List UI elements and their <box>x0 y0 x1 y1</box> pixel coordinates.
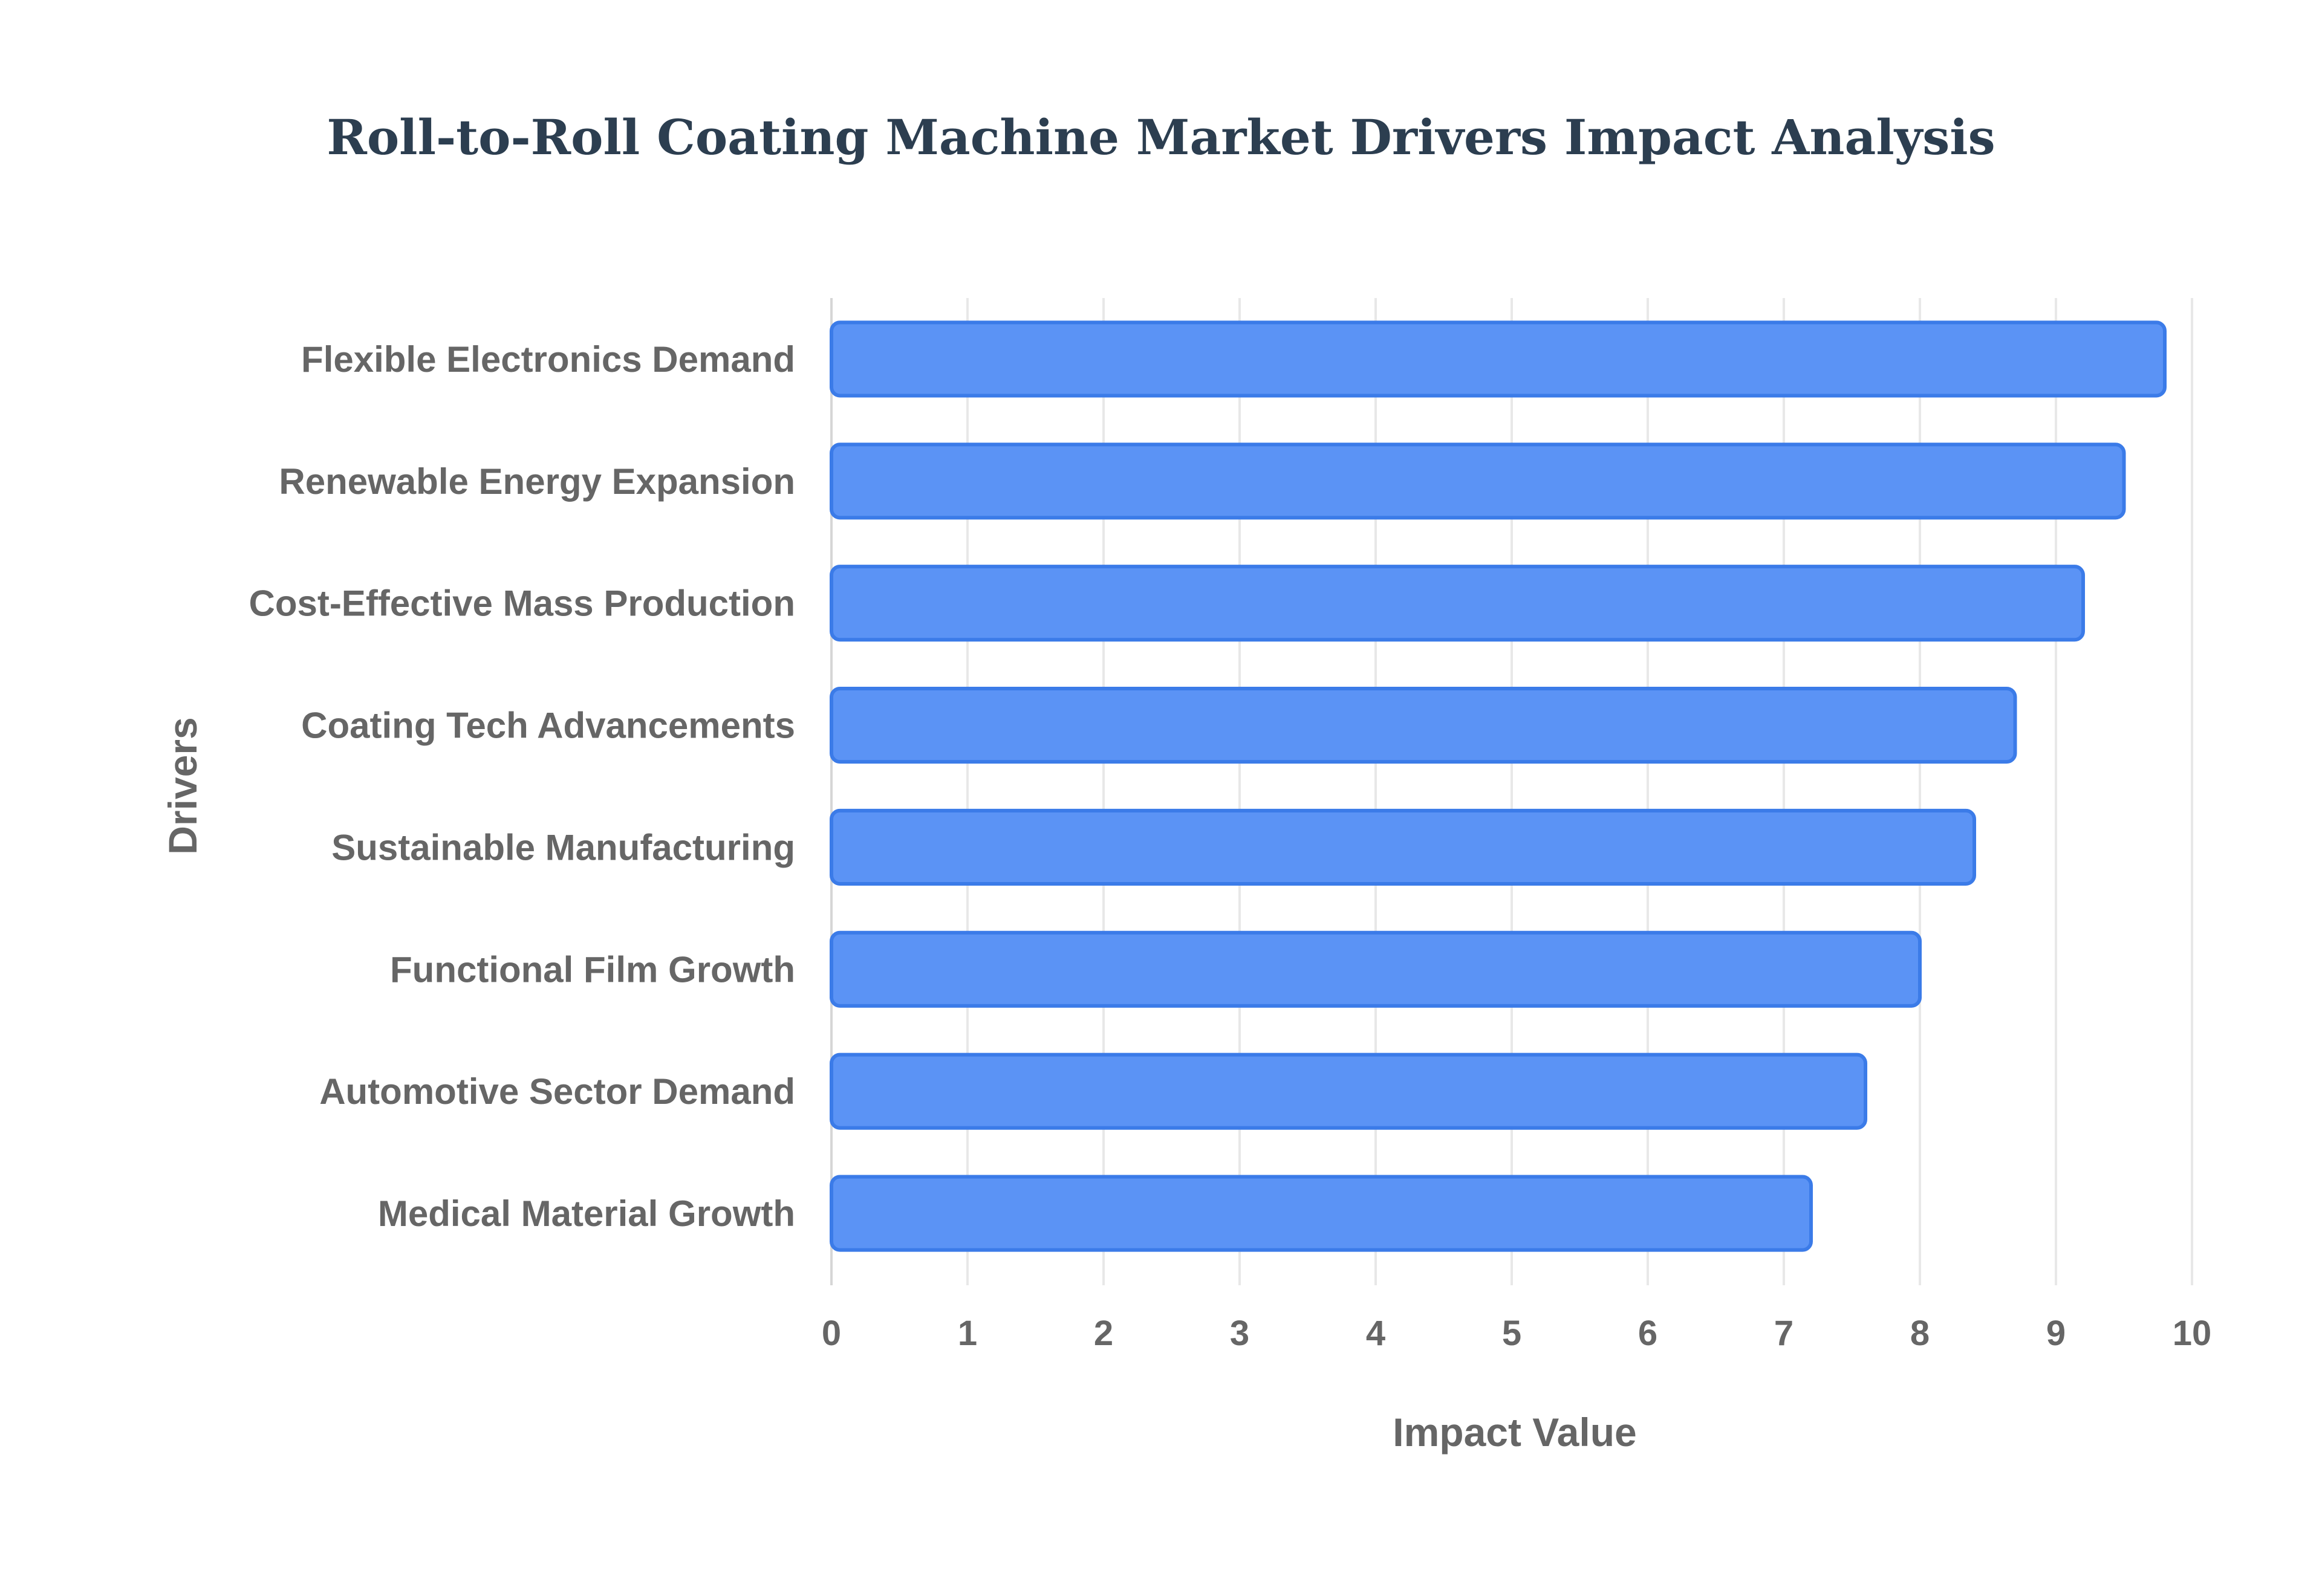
bar <box>830 808 1976 886</box>
bar <box>830 930 1922 1008</box>
y-axis-title: Drivers <box>160 717 205 855</box>
x-tick-label: 4 <box>1366 1314 1385 1353</box>
bar <box>830 565 2085 642</box>
bars <box>830 320 2167 1252</box>
x-tick-label: 0 <box>822 1314 841 1353</box>
x-tick-label: 6 <box>1638 1314 1657 1353</box>
bar <box>830 443 2126 520</box>
category-label: Coating Tech Advancements <box>301 706 795 746</box>
x-tick-labels: 0 1 2 3 4 5 6 7 8 9 10 <box>822 1314 2211 1353</box>
bar <box>830 687 2017 764</box>
category-label: Renewable Energy Expansion <box>279 461 795 502</box>
category-label: Cost-Effective Mass Production <box>249 583 796 624</box>
x-tick-label: 1 <box>958 1314 977 1353</box>
x-tick-label: 2 <box>1094 1314 1113 1353</box>
category-label: Functional Film Growth <box>390 949 795 990</box>
category-label: Flexible Electronics Demand <box>301 339 795 380</box>
x-tick-label: 3 <box>1230 1314 1249 1353</box>
category-label: Medical Material Growth <box>378 1193 795 1234</box>
x-tick-label: 7 <box>1774 1314 1794 1353</box>
bar <box>830 1053 1867 1130</box>
bar <box>830 320 2167 398</box>
category-label: Sustainable Manufacturing <box>331 827 795 868</box>
x-tick-label: 8 <box>1910 1314 1930 1353</box>
x-axis-title: Impact Value <box>1393 1410 1637 1455</box>
chart-title: Roll-to-Roll Coating Machine Market Driv… <box>327 109 1995 166</box>
category-labels: Flexible Electronics Demand Renewable Ene… <box>249 339 796 1234</box>
category-label: Automotive Sector Demand <box>319 1071 795 1112</box>
x-tick-label: 9 <box>2046 1314 2066 1353</box>
x-tick-label: 5 <box>1502 1314 1521 1353</box>
x-tick-label: 10 <box>2173 1314 2212 1353</box>
bar <box>830 1175 1813 1252</box>
